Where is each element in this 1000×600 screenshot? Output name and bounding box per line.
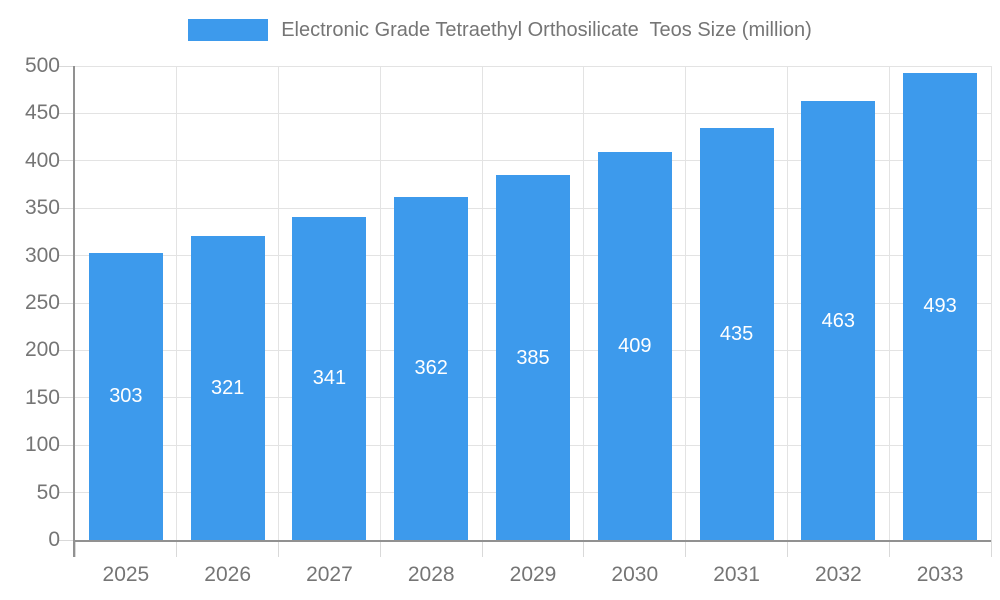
x-gridline bbox=[379, 66, 381, 540]
bar-value-label: 409 bbox=[618, 335, 652, 358]
x-axis-label: 2026 bbox=[204, 563, 252, 586]
y-axis-tick bbox=[58, 302, 75, 304]
bar-value-label: 303 bbox=[109, 385, 143, 408]
y-axis-label: 100 bbox=[24, 433, 60, 457]
x-axis-label: 2031 bbox=[713, 563, 760, 586]
x-axis-label: 2027 bbox=[306, 563, 353, 586]
bar-value-label: 362 bbox=[414, 357, 448, 380]
x-gridline bbox=[888, 66, 890, 540]
y-axis-tick bbox=[58, 160, 75, 162]
bar-2025 bbox=[88, 252, 163, 540]
x-gridline bbox=[176, 66, 178, 540]
y-axis-tick bbox=[58, 349, 75, 351]
y-axis-label: 200 bbox=[24, 338, 60, 362]
y-axis-line bbox=[73, 66, 75, 557]
legend-label: Electronic Grade Tetraethyl Orthosilicat… bbox=[281, 18, 812, 41]
y-axis-tick bbox=[58, 255, 75, 257]
bar-2030 bbox=[597, 152, 672, 540]
y-axis-label: 250 bbox=[24, 291, 60, 314]
y-axis-tick bbox=[58, 444, 75, 446]
x-axis-tick bbox=[481, 540, 483, 557]
y-axis-tick bbox=[58, 397, 75, 399]
x-axis-tick bbox=[888, 540, 890, 557]
x-axis-tick bbox=[786, 540, 788, 557]
x-gridline bbox=[990, 66, 992, 540]
x-axis-line bbox=[73, 540, 991, 542]
y-axis-label: 300 bbox=[24, 243, 60, 267]
bar-2028 bbox=[394, 196, 469, 540]
y-axis-label: 500 bbox=[24, 54, 60, 77]
x-gridline bbox=[685, 66, 687, 540]
x-axis-label: 2029 bbox=[509, 563, 557, 586]
x-axis-tick bbox=[176, 540, 178, 557]
bar-2033 bbox=[903, 72, 978, 540]
y-gridline bbox=[75, 65, 991, 67]
x-axis-tick bbox=[278, 540, 280, 557]
x-axis-label: 2032 bbox=[814, 563, 862, 586]
y-gridline bbox=[75, 112, 991, 114]
y-axis-tick bbox=[58, 112, 75, 114]
bar-2027 bbox=[292, 216, 367, 540]
y-axis-label: 0 bbox=[48, 528, 60, 551]
x-gridline bbox=[278, 66, 280, 540]
y-axis-label: 50 bbox=[36, 480, 60, 504]
bar-2026 bbox=[190, 235, 265, 540]
bar-2031 bbox=[699, 127, 774, 540]
y-axis-label: 400 bbox=[24, 148, 60, 172]
y-gridline bbox=[75, 160, 991, 162]
chart-legend[interactable]: Electronic Grade Tetraethyl Orthosilicat… bbox=[0, 17, 1000, 43]
x-axis-label: 2033 bbox=[916, 563, 964, 586]
y-axis-tick bbox=[58, 539, 75, 541]
bar-value-label: 493 bbox=[923, 295, 957, 318]
x-axis-tick bbox=[74, 540, 76, 557]
x-gridline bbox=[481, 66, 483, 540]
y-axis-label: 150 bbox=[24, 385, 60, 409]
x-axis-tick bbox=[990, 540, 992, 557]
bar-value-label: 435 bbox=[719, 322, 754, 345]
legend-swatch[interactable] bbox=[188, 19, 269, 41]
x-axis-tick bbox=[379, 540, 381, 557]
y-axis-tick bbox=[58, 207, 75, 209]
x-axis-label: 2028 bbox=[407, 563, 455, 586]
bar-value-label: 385 bbox=[516, 346, 550, 369]
y-axis-tick bbox=[58, 65, 75, 67]
y-axis-label: 450 bbox=[24, 101, 60, 125]
y-axis-tick bbox=[58, 492, 75, 494]
bar-2032 bbox=[801, 101, 876, 540]
x-axis-tick bbox=[583, 540, 585, 557]
bar-value-label: 321 bbox=[210, 376, 245, 399]
x-axis-label: 2025 bbox=[102, 563, 150, 586]
bar-2029 bbox=[496, 175, 570, 540]
bar-value-label: 463 bbox=[821, 309, 856, 332]
bar-value-label: 341 bbox=[312, 367, 347, 390]
x-gridline bbox=[583, 66, 585, 540]
y-axis-label: 350 bbox=[24, 196, 60, 220]
x-axis-label: 2030 bbox=[611, 563, 659, 586]
x-gridline bbox=[786, 66, 788, 540]
x-axis-tick bbox=[685, 540, 687, 557]
